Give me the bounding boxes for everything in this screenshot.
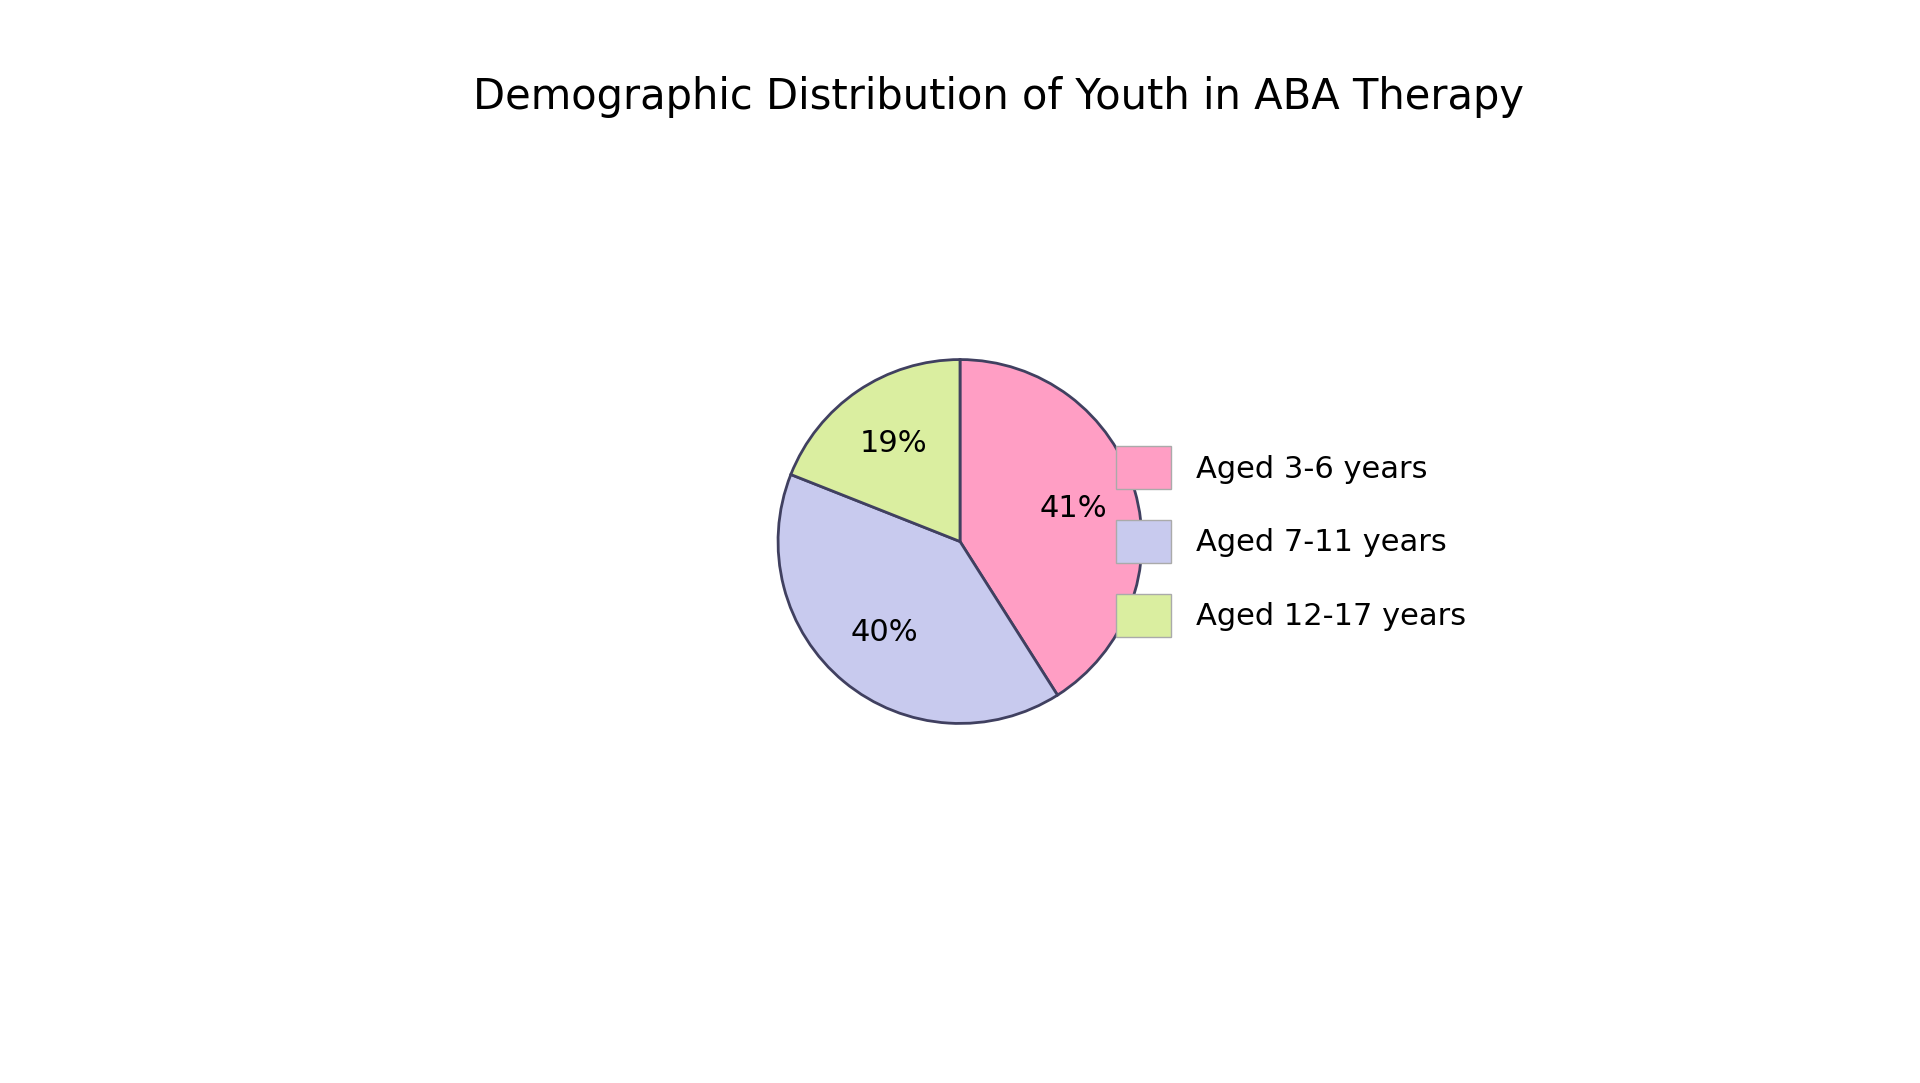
Text: Demographic Distribution of Youth in ABA Therapy: Demographic Distribution of Youth in ABA… (472, 76, 1524, 118)
Text: 19%: 19% (860, 429, 927, 458)
Wedge shape (960, 360, 1142, 695)
Legend: Aged 3-6 years, Aged 7-11 years, Aged 12-17 years: Aged 3-6 years, Aged 7-11 years, Aged 12… (1116, 446, 1465, 637)
Text: 41%: 41% (1041, 494, 1108, 523)
Text: 40%: 40% (851, 618, 918, 648)
Wedge shape (778, 474, 1058, 723)
Wedge shape (791, 360, 960, 542)
